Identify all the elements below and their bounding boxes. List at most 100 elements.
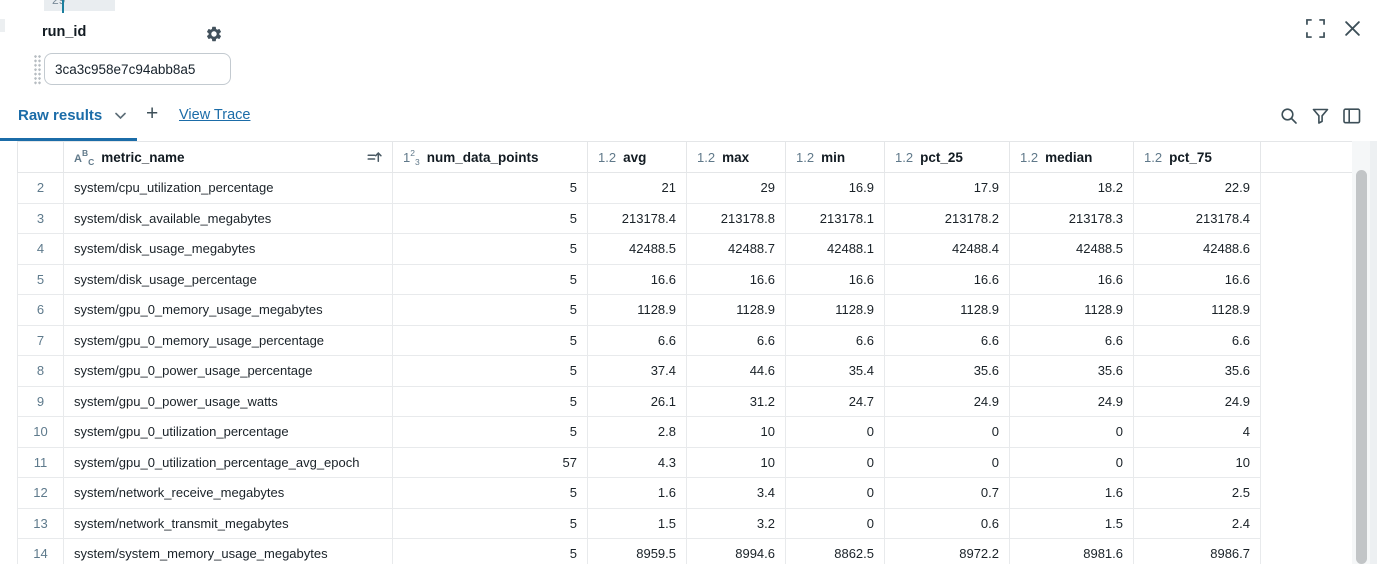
cell-min[interactable]: 16.9 <box>785 172 885 204</box>
row-number[interactable]: 11 <box>17 447 64 478</box>
column-header-pct_75[interactable]: 1.2 pct_75 <box>1133 141 1261 173</box>
cell-median[interactable]: 16.6 <box>1009 264 1134 295</box>
cell-num_data_points[interactable]: 5 <box>392 203 588 234</box>
cell-min[interactable]: 8862.5 <box>785 538 885 564</box>
view-trace-link[interactable]: View Trace <box>179 107 251 123</box>
cell-pct_25[interactable]: 42488.4 <box>884 233 1010 265</box>
cell-metric-name[interactable]: system/disk_usage_megabytes <box>63 233 393 265</box>
cell-pct_25[interactable]: 17.9 <box>884 172 1010 204</box>
cell-max[interactable]: 29 <box>686 172 786 204</box>
cell-pct_75[interactable]: 1128.9 <box>1133 294 1261 326</box>
cell-max[interactable]: 44.6 <box>686 355 786 387</box>
cell-avg[interactable]: 1.5 <box>587 508 687 539</box>
cell-pct_25[interactable]: 35.6 <box>884 355 1010 387</box>
cell-max[interactable]: 3.4 <box>686 477 786 509</box>
cell-metric-name[interactable]: system/gpu_0_power_usage_percentage <box>63 355 393 387</box>
cell-avg[interactable]: 6.6 <box>587 325 687 356</box>
cell-avg[interactable]: 37.4 <box>587 355 687 387</box>
drag-handle-icon[interactable] <box>34 55 42 85</box>
column-header-num_data_points[interactable]: 123 num_data_points <box>392 141 588 173</box>
cell-metric-name[interactable]: system/gpu_0_utilization_percentage <box>63 416 393 448</box>
column-header-pct_25[interactable]: 1.2 pct_25 <box>884 141 1010 173</box>
cell-num_data_points[interactable]: 5 <box>392 416 588 448</box>
cell-avg[interactable]: 1128.9 <box>587 294 687 326</box>
cell-metric-name[interactable]: system/gpu_0_memory_usage_percentage <box>63 325 393 356</box>
vertical-scrollbar[interactable] <box>1352 141 1370 564</box>
cell-max[interactable]: 8994.6 <box>686 538 786 564</box>
expand-icon[interactable] <box>1306 19 1325 38</box>
cell-median[interactable]: 1128.9 <box>1009 294 1134 326</box>
row-number[interactable]: 6 <box>17 294 64 326</box>
cell-pct_75[interactable]: 213178.4 <box>1133 203 1261 234</box>
cell-num_data_points[interactable]: 5 <box>392 355 588 387</box>
cell-median[interactable]: 0 <box>1009 447 1134 478</box>
cell-num_data_points[interactable]: 5 <box>392 325 588 356</box>
cell-num_data_points[interactable]: 5 <box>392 386 588 417</box>
cell-min[interactable]: 1128.9 <box>785 294 885 326</box>
cell-min[interactable]: 6.6 <box>785 325 885 356</box>
cell-metric-name[interactable]: system/cpu_utilization_percentage <box>63 172 393 204</box>
cell-metric-name[interactable]: system/network_transmit_megabytes <box>63 508 393 539</box>
cell-median[interactable]: 35.6 <box>1009 355 1134 387</box>
cell-max[interactable]: 3.2 <box>686 508 786 539</box>
cell-max[interactable]: 6.6 <box>686 325 786 356</box>
row-number[interactable]: 2 <box>17 172 64 204</box>
cell-pct_75[interactable]: 22.9 <box>1133 172 1261 204</box>
columns-icon[interactable] <box>1343 108 1361 124</box>
cell-avg[interactable]: 2.8 <box>587 416 687 448</box>
cell-avg[interactable]: 21 <box>587 172 687 204</box>
column-header-max[interactable]: 1.2 max <box>686 141 786 173</box>
row-number[interactable]: 9 <box>17 386 64 417</box>
cell-median[interactable]: 213178.3 <box>1009 203 1134 234</box>
filter-icon[interactable] <box>1312 108 1329 124</box>
cell-pct_75[interactable]: 2.4 <box>1133 508 1261 539</box>
cell-min[interactable]: 35.4 <box>785 355 885 387</box>
cell-avg[interactable]: 8959.5 <box>587 538 687 564</box>
cell-pct_25[interactable]: 0 <box>884 447 1010 478</box>
row-number[interactable]: 4 <box>17 233 64 265</box>
cell-pct_25[interactable]: 0.6 <box>884 508 1010 539</box>
cell-avg[interactable]: 16.6 <box>587 264 687 295</box>
cell-pct_25[interactable]: 24.9 <box>884 386 1010 417</box>
scrollbar-thumb[interactable] <box>1356 170 1367 564</box>
cell-metric-name[interactable]: system/gpu_0_memory_usage_megabytes <box>63 294 393 326</box>
cell-min[interactable]: 24.7 <box>785 386 885 417</box>
row-number[interactable]: 10 <box>17 416 64 448</box>
cell-pct_75[interactable]: 4 <box>1133 416 1261 448</box>
cell-pct_25[interactable]: 1128.9 <box>884 294 1010 326</box>
cell-avg[interactable]: 42488.5 <box>587 233 687 265</box>
cell-median[interactable]: 24.9 <box>1009 386 1134 417</box>
column-header-min[interactable]: 1.2 min <box>785 141 885 173</box>
column-header-median[interactable]: 1.2 median <box>1009 141 1134 173</box>
cell-num_data_points[interactable]: 57 <box>392 447 588 478</box>
cell-max[interactable]: 1128.9 <box>686 294 786 326</box>
cell-pct_25[interactable]: 0 <box>884 416 1010 448</box>
cell-num_data_points[interactable]: 5 <box>392 508 588 539</box>
close-icon[interactable] <box>1344 20 1361 37</box>
cell-max[interactable]: 16.6 <box>686 264 786 295</box>
cell-num_data_points[interactable]: 5 <box>392 538 588 564</box>
cell-median[interactable]: 18.2 <box>1009 172 1134 204</box>
cell-pct_75[interactable]: 16.6 <box>1133 264 1261 295</box>
cell-metric-name[interactable]: system/disk_usage_percentage <box>63 264 393 295</box>
row-number[interactable]: 14 <box>17 538 64 564</box>
cell-pct_75[interactable]: 6.6 <box>1133 325 1261 356</box>
search-icon[interactable] <box>1280 107 1298 125</box>
cell-median[interactable]: 1.6 <box>1009 477 1134 509</box>
cell-median[interactable]: 6.6 <box>1009 325 1134 356</box>
cell-avg[interactable]: 26.1 <box>587 386 687 417</box>
run-id-input[interactable] <box>44 53 231 85</box>
cell-min[interactable]: 42488.1 <box>785 233 885 265</box>
row-number[interactable]: 8 <box>17 355 64 387</box>
cell-metric-name[interactable]: system/disk_available_megabytes <box>63 203 393 234</box>
cell-pct_75[interactable]: 8986.7 <box>1133 538 1261 564</box>
cell-avg[interactable]: 213178.4 <box>587 203 687 234</box>
cell-min[interactable]: 0 <box>785 416 885 448</box>
cell-pct_75[interactable]: 2.5 <box>1133 477 1261 509</box>
cell-median[interactable]: 0 <box>1009 416 1134 448</box>
cell-min[interactable]: 0 <box>785 477 885 509</box>
add-tab-button[interactable]: + <box>146 102 159 125</box>
cell-pct_25[interactable]: 0.7 <box>884 477 1010 509</box>
column-header-metric_name[interactable]: ABC metric_name <box>63 141 393 173</box>
cell-num_data_points[interactable]: 5 <box>392 264 588 295</box>
